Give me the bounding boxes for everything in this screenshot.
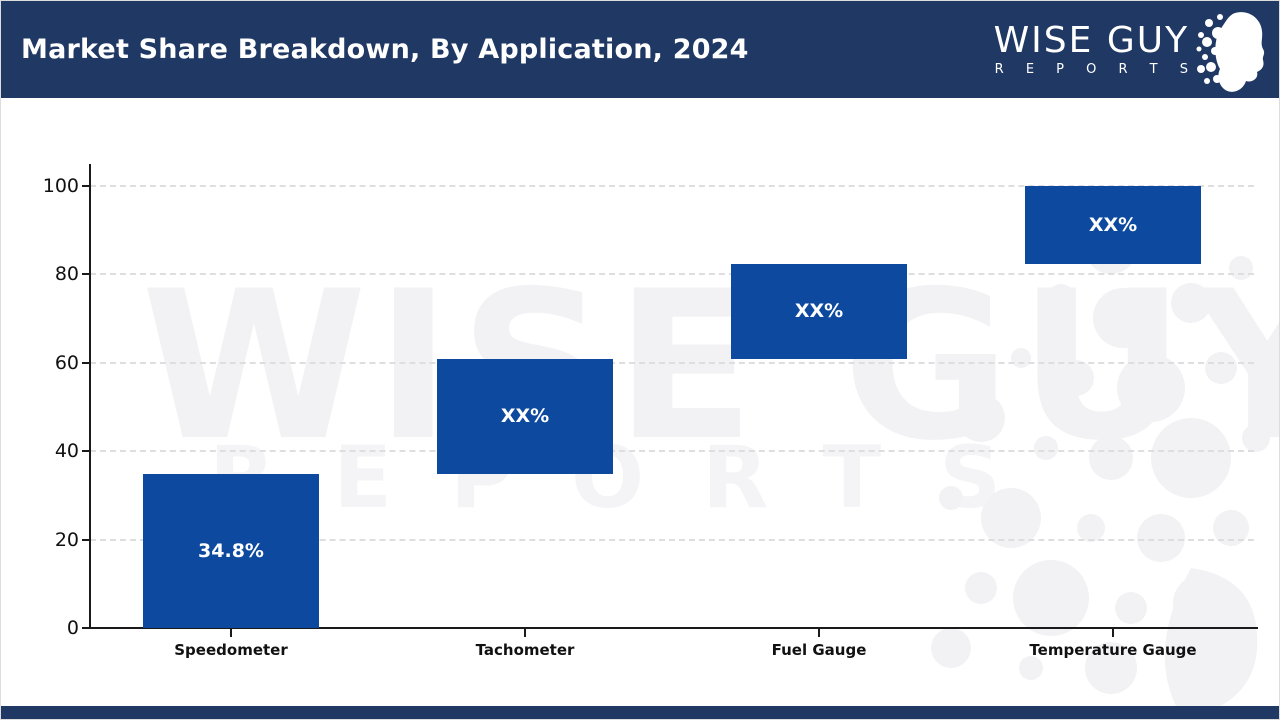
page-title: Market Share Breakdown, By Application, …	[21, 34, 749, 65]
y-gridline	[90, 450, 1254, 453]
brand-logo-text: WISE GUY R E P O R T S	[986, 20, 1197, 78]
brand-name: WISE GUY	[993, 20, 1190, 61]
header-bar: Market Share Breakdown, By Application, …	[1, 1, 1279, 98]
bar-value-label: XX%	[794, 300, 844, 323]
footer-bar	[1, 706, 1279, 719]
y-gridline	[90, 538, 1254, 541]
bar-segment	[143, 474, 319, 628]
y-tick-label: 0	[66, 617, 79, 639]
y-tick-label: 40	[54, 440, 79, 463]
y-tick-label: 20	[54, 528, 79, 551]
x-category-label: Temperature Gauge	[1029, 641, 1197, 659]
bar-value-label: XX%	[500, 405, 550, 428]
x-category-label: Fuel Gauge	[771, 641, 867, 659]
dotted-head-profile-icon	[1196, 12, 1265, 92]
y-tick-mark	[82, 361, 90, 364]
bar-value-label: XX%	[1088, 213, 1138, 236]
x-axis-line	[86, 627, 1258, 629]
y-tick-mark	[82, 273, 90, 276]
y-tick-mark	[82, 450, 90, 453]
x-tick-mark	[818, 629, 820, 637]
y-tick-label: 80	[54, 263, 79, 286]
bar-segment	[1025, 185, 1201, 265]
x-tick-mark	[1112, 629, 1114, 637]
brand-subtitle: R E P O R T S	[994, 62, 1197, 77]
x-tick-mark	[230, 629, 232, 637]
y-tick-label: 100	[42, 174, 79, 197]
brand-logo: WISE GUY R E P O R T S	[994, 7, 1269, 93]
x-tick-mark	[524, 629, 526, 637]
y-gridline	[90, 273, 1254, 276]
x-category-label: Tachometer	[475, 641, 575, 659]
x-category-label: Speedometer	[174, 641, 288, 659]
y-tick-mark	[82, 538, 90, 541]
bar-segment	[731, 264, 907, 359]
y-tick-mark	[82, 184, 90, 187]
bar-value-label: 34.8%	[198, 540, 264, 563]
y-tick-label: 60	[54, 351, 79, 374]
y-gridline	[90, 184, 1254, 187]
bar-segment	[437, 358, 613, 475]
y-axis-line	[89, 164, 91, 629]
y-gridline	[90, 361, 1254, 364]
